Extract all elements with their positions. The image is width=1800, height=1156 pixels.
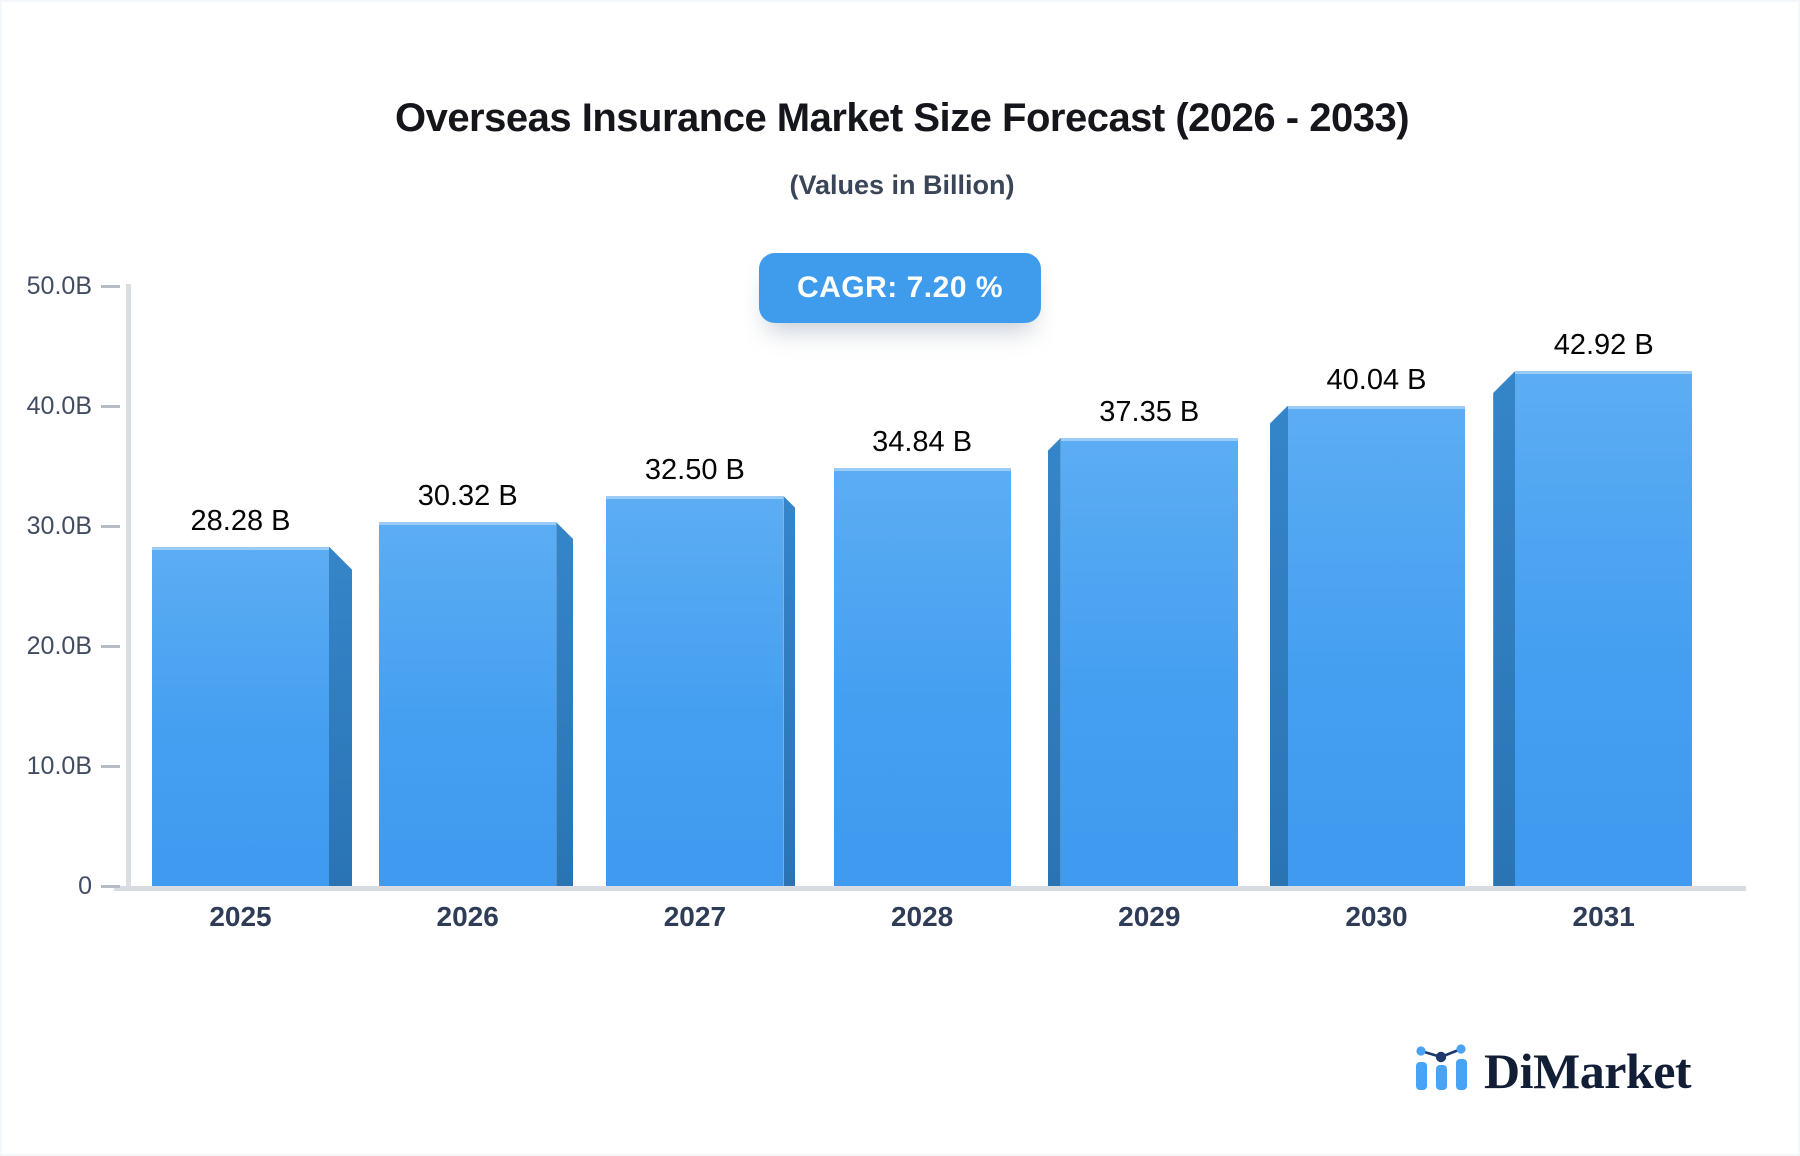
bar-2030	[1288, 405, 1465, 886]
bar-side-2027	[783, 496, 796, 886]
x-axis-label-2031: 2031	[1572, 901, 1635, 932]
dimarket-logo: DiMarket	[1414, 1043, 1692, 1099]
logo-text: DiMarket	[1484, 1043, 1692, 1099]
bar-value-label: 37.35 B	[1099, 395, 1200, 428]
x-axis-label-2030: 2030	[1345, 901, 1408, 932]
cagr-badge-label: CAGR: 7.20 %	[796, 271, 1004, 304]
bar-value-label: 34.84 B	[872, 425, 973, 458]
cagr-badge: CAGR: 7.20 %	[758, 253, 1042, 323]
y-tick-label: 20.0B	[26, 632, 92, 660]
y-tick-dash	[101, 404, 120, 408]
bar-value-label: 40.04 B	[1326, 363, 1427, 396]
x-axis-label-2028: 2028	[890, 901, 954, 932]
x-axis-baseline	[114, 886, 1746, 891]
y-tick-label: 50.0B	[26, 272, 92, 300]
bar-side-2029	[1047, 437, 1061, 886]
bar-value-label: 28.28 B	[190, 504, 291, 537]
bar-value-label: 30.32 B	[417, 480, 518, 513]
mini-bar-line-chart-icon	[1416, 1044, 1467, 1090]
y-tick-label: 10.0B	[26, 752, 92, 780]
bar-side-2030	[1270, 405, 1288, 886]
y-tick-dash	[101, 284, 120, 288]
x-axis-label-2026: 2026	[436, 901, 499, 932]
y-tick-dash	[101, 884, 120, 888]
y-tick-label: 30.0B	[26, 512, 92, 540]
chart-subtitle: (Values in Billion)	[789, 170, 1015, 200]
bar-value-label: 42.92 B	[1553, 328, 1654, 361]
y-tick-label: 40.0B	[26, 392, 92, 420]
y-axis-line	[126, 284, 131, 891]
x-axis-label-2027: 2027	[663, 901, 727, 932]
bar-2031	[1515, 370, 1693, 886]
x-axis-label-2025: 2025	[209, 901, 272, 932]
bar-side-2025	[329, 546, 352, 886]
chart-title: Overseas Insurance Market Size Forecast …	[394, 96, 1410, 140]
bar-value-label: 32.50 B	[644, 454, 745, 486]
bar-2028	[833, 467, 1011, 886]
y-tick-dash	[101, 524, 120, 528]
bar-2029	[1060, 437, 1238, 886]
bar-side-2031	[1493, 370, 1516, 886]
bar-2026	[379, 522, 557, 886]
y-tick-label: 0	[78, 872, 92, 900]
y-tick-dash	[101, 644, 120, 648]
y-tick-dash	[101, 764, 120, 768]
bar-side-2026	[556, 522, 574, 886]
bar-2027	[606, 496, 784, 886]
bar-2025	[152, 546, 329, 886]
x-axis-label-2029: 2029	[1118, 901, 1181, 932]
